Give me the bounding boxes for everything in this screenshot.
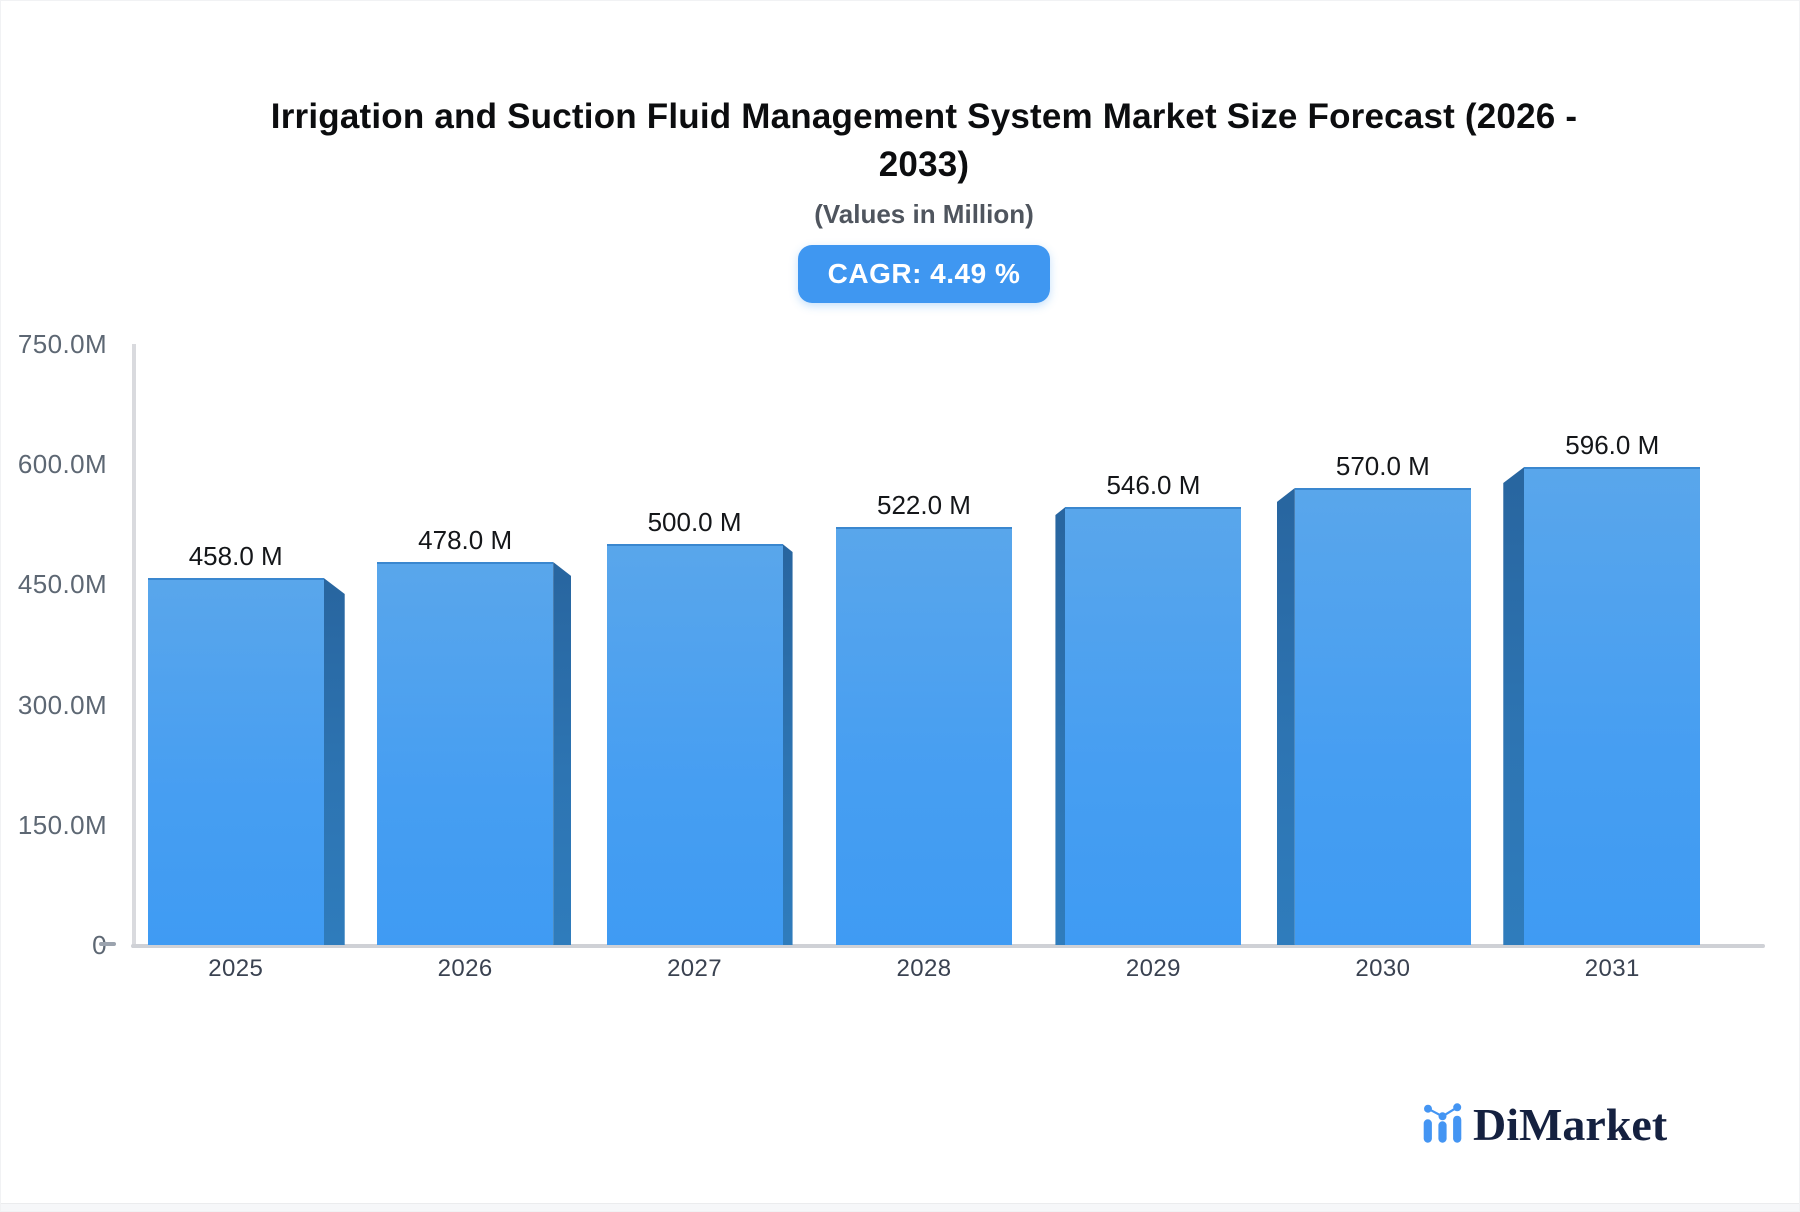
bar-side-face: [1503, 467, 1525, 945]
bar-value-label: 478.0 M: [418, 525, 513, 555]
cagr-badge: CAGR: 4.49 %: [797, 245, 1051, 303]
x-axis-line: [131, 944, 1765, 948]
bar-value-label: 500.0 M: [647, 507, 742, 537]
bar-value-label: 458.0 M: [188, 541, 283, 571]
y-tick-label: 450.0M: [17, 569, 107, 600]
mini-bar-chart-icon: [1423, 1103, 1462, 1143]
y-tick-label: 0: [1, 929, 107, 961]
plot-area: 458.0 M 478.0 M 500.0 M 522.0 M 546.0 M 570.0…: [121, 344, 1727, 945]
logo-text: DiMarket: [1473, 1099, 1668, 1150]
bar-value-label: 522.0 M: [877, 490, 971, 520]
y-tick-label: 750.0M: [17, 329, 107, 359]
chart-header: Irrigation and Suction Fluid Management …: [121, 93, 1727, 303]
bar-2029[interactable]: [1065, 507, 1242, 945]
bar-value-label: 596.0 M: [1565, 430, 1660, 460]
x-tick-label-2031: 2031: [1584, 955, 1640, 982]
chart-subtitle: (Values in Million): [814, 199, 1034, 229]
bar-side-face: [1055, 507, 1066, 945]
x-tick-label-2030: 2030: [1355, 955, 1411, 982]
x-tick-label-2027: 2027: [667, 955, 723, 982]
bar-2031[interactable]: [1524, 467, 1701, 945]
x-tick-label-2026: 2026: [437, 955, 493, 982]
y-tick-label: 600.0M: [17, 449, 107, 480]
bar-side-face: [323, 578, 345, 945]
zero-tick-mark: [99, 942, 116, 946]
chart-title-line2: 2033): [878, 145, 970, 184]
bar-2028[interactable]: [836, 527, 1012, 945]
bar-2025[interactable]: [147, 578, 324, 945]
bar-side-face: [553, 562, 572, 945]
bar-2030[interactable]: [1294, 488, 1471, 945]
y-axis-line: [132, 344, 136, 948]
bar-side-face: [782, 544, 793, 945]
page-bottom-edge: [1, 1203, 1799, 1211]
bar-value-label: 570.0 M: [1335, 451, 1430, 481]
bar-value-label: 546.0 M: [1106, 470, 1201, 500]
y-tick-label: 150.0M: [17, 809, 107, 840]
bar-2027[interactable]: [606, 544, 783, 945]
x-tick-label-2028: 2028: [896, 955, 952, 982]
chart-title-line1: Irrigation and Suction Fluid Management …: [270, 97, 1578, 136]
bar-side-face: [1276, 488, 1295, 945]
y-tick-label: 300.0M: [17, 689, 107, 720]
bar-2026[interactable]: [377, 562, 554, 945]
x-tick-label-2025: 2025: [208, 955, 264, 982]
x-tick-label-2029: 2029: [1125, 955, 1181, 982]
